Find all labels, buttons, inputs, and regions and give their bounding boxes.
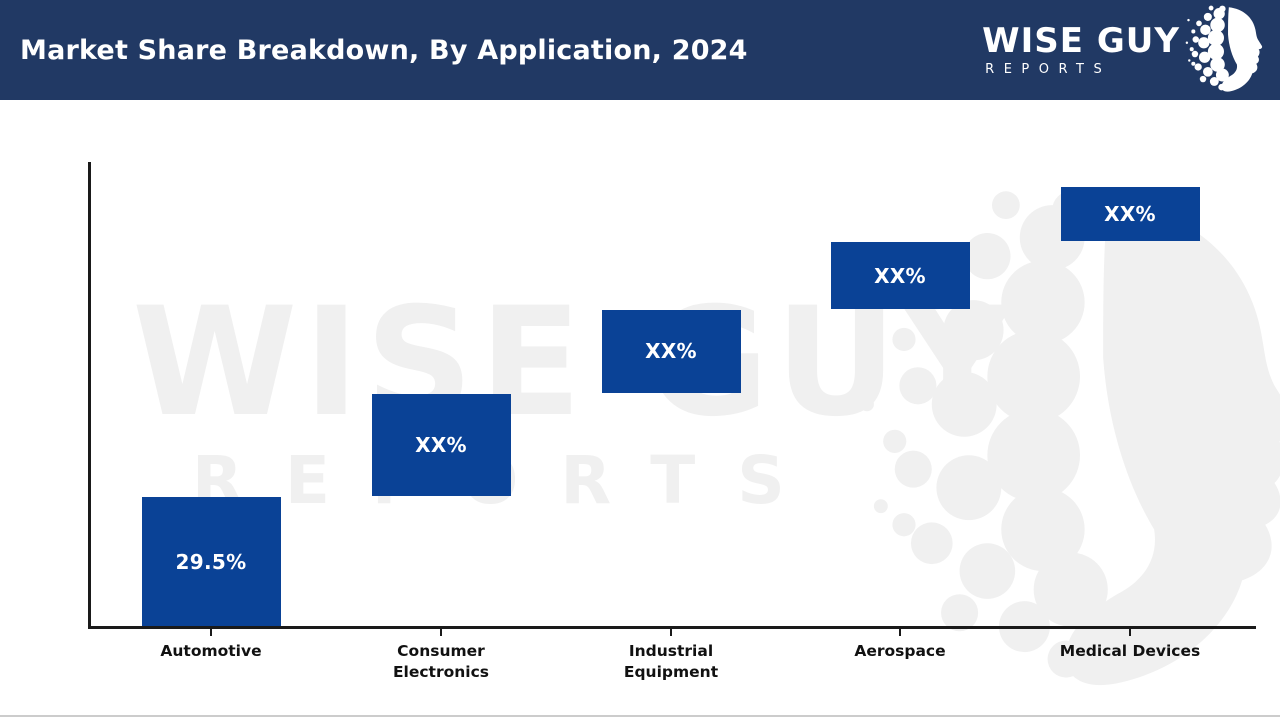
y-axis-line — [88, 162, 91, 629]
brand-name: WISE GUY — [982, 20, 1180, 61]
x-category-label-0: Automotive — [160, 642, 262, 660]
bar-automotive: 29.5% — [141, 497, 281, 626]
bar-medical-devices: XX% — [1060, 187, 1200, 241]
x-tick-mark-0 — [210, 629, 212, 636]
bar-value-label: XX% — [1104, 202, 1156, 226]
x-tick-mark-3 — [899, 629, 901, 636]
bar-aerospace: XX% — [830, 242, 970, 310]
x-tick-mark-4 — [1129, 629, 1131, 636]
bar-value-label: XX% — [415, 432, 467, 457]
x-category-label-2: Industrial Equipment — [623, 642, 719, 681]
brand-head-icon — [1185, 5, 1263, 92]
bar-value-label: 29.5% — [175, 549, 247, 574]
brand-text: WISE GUY REPORTS — [982, 24, 1180, 77]
header-bar: Market Share Breakdown, By Application, … — [0, 0, 1280, 100]
bar-value-label: XX% — [645, 339, 697, 364]
x-tick-mark-1 — [440, 629, 442, 636]
x-category-label-3: Aerospace — [854, 642, 946, 660]
brand-subname: REPORTS — [985, 61, 1112, 77]
bar-consumer-electronics: XX% — [371, 393, 511, 497]
x-category-label-1: Consumer Electronics — [392, 642, 490, 681]
watermark-text-wiseguy: WISE GUY — [132, 276, 1018, 450]
bar-industrial-equipment: XX% — [601, 310, 741, 393]
bottom-divider — [0, 715, 1280, 717]
x-tick-mark-2 — [670, 629, 672, 636]
chart-title: Market Share Breakdown, By Application, … — [20, 34, 748, 66]
x-category-label-4: Medical Devices — [1059, 642, 1201, 660]
brand-logo: WISE GUY REPORTS — [982, 4, 1266, 96]
bar-value-label: XX% — [874, 263, 926, 288]
x-axis-line — [88, 626, 1256, 629]
